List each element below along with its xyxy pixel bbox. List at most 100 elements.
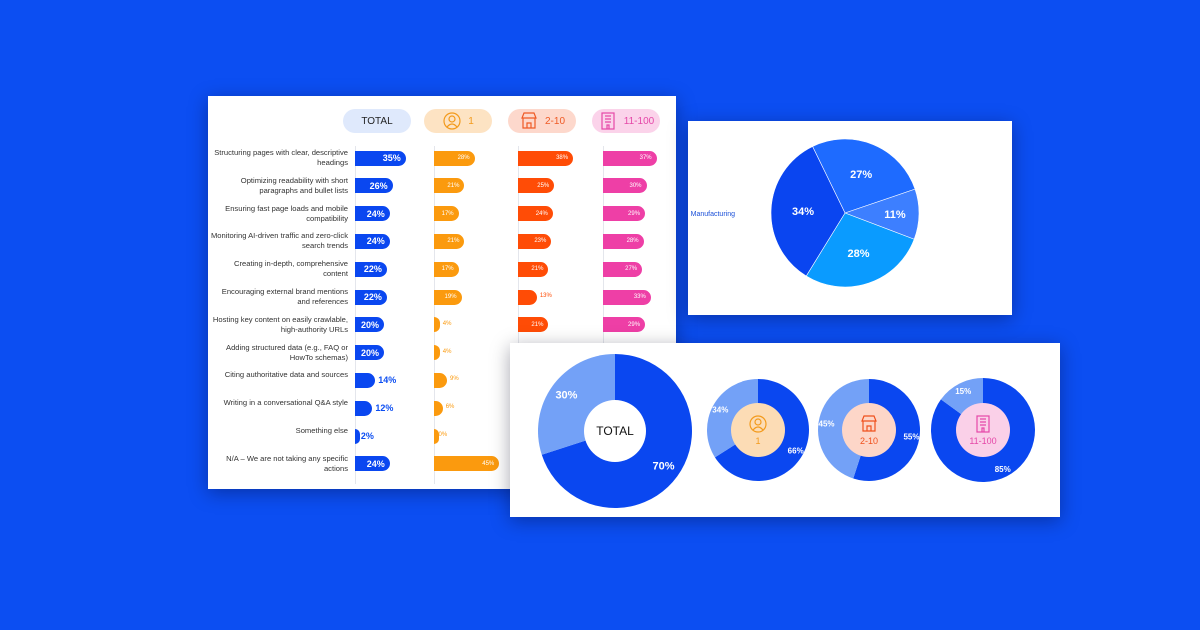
group-header-TOTAL: TOTAL [343,109,411,133]
bar-2-10-5 [518,289,537,305]
bar-11-100-3: 28% [603,233,644,249]
pie-slice-Professional Services [805,212,915,288]
donut-center [584,400,646,462]
bar-TOTAL-9 [355,400,373,416]
bar-1-8 [434,372,448,388]
data-label: 25% [537,182,550,189]
bar-TOTAL-10 [355,428,360,444]
donut-center [842,403,896,457]
category-label: Structuring pages with clear, descriptiv… [214,148,348,167]
category-label: Optimizing readability with short paragr… [240,175,348,195]
donut-value-label: 15% [955,387,971,396]
group-header-2-10: 2-10 [508,109,576,133]
data-label: 24% [366,236,385,247]
data-label: 29% [628,321,641,328]
data-label: 26% [369,180,388,191]
data-label: 24% [366,458,385,469]
category-label: Encouraging external brand mentions and … [221,287,348,306]
donut-value-label: 66% [788,447,804,456]
bar-TOTAL-2: 24% [355,206,390,222]
bar-1-2: 17% [434,206,459,222]
donut-2-10: 55% 45% 2-10 [818,379,920,481]
category-label: Hosting key content on easily crawlable,… [212,314,348,334]
data-label: 21% [531,266,544,273]
bar-2-10-2: 24% [518,206,553,222]
donut-TOTAL: 70% 30% TOTAL [538,354,692,508]
bar-11-100-5: 33% [603,289,651,305]
group-label: 2-10 [544,115,565,127]
data-label: 24% [366,208,385,219]
data-label: 0% [438,432,448,438]
donut-center-label: 11-100 [969,436,996,446]
data-label: 2% [360,431,374,441]
bar-2-10-4: 21% [518,261,549,277]
bar-TOTAL-5: 22% [355,289,387,305]
bar-2-10-1: 25% [518,178,555,194]
office-building-icon [976,415,990,433]
category-label: Writing in a conversational Q&A style [223,398,348,408]
data-label: 23% [534,238,547,245]
group-label: TOTAL [361,115,393,127]
person-icon [443,112,461,130]
data-label: 20% [360,347,379,358]
data-label: 21% [447,238,460,245]
data-label: 13% [539,293,552,299]
data-label: 17% [441,266,454,273]
donut-value-label: 45% [819,419,835,428]
axis-line [518,146,519,484]
bar-TOTAL-11: 24% [355,456,390,472]
axis-line [603,146,604,484]
donut-value-label: 70% [653,460,675,472]
bar-TOTAL-6: 20% [355,317,384,333]
bar-2-10-3: 23% [518,233,552,249]
bar-TOTAL-8 [355,372,376,388]
data-label: 14% [378,375,397,386]
office-building-icon [601,112,615,130]
storefront-icon [861,415,877,432]
bar-1-6 [434,317,440,333]
data-label: 21% [531,321,544,328]
data-label: 28% [457,155,470,161]
bar-1-5: 19% [434,289,462,305]
data-label: 27% [625,266,638,273]
category-label: Creating in-depth, comprehensive content [234,259,348,279]
donut-center-label: TOTAL [596,424,634,438]
donut-value-label: 55% [903,433,919,442]
data-label: 33% [633,294,646,300]
data-label: 22% [363,292,382,302]
bar-2-10-6: 21% [518,317,549,333]
category-label: Something else [295,426,348,435]
bar-11-100-1: 30% [603,178,647,194]
bar-TOTAL-4: 22% [355,261,387,277]
bar-1-0: 28% [434,150,475,166]
donut-center [731,403,785,457]
donut-center-label: 2-10 [860,436,878,446]
slice-value-label: 11% [884,209,906,221]
bar-TOTAL-3: 24% [355,233,390,249]
bar-1-9 [434,400,443,416]
donut-charts: 70% 30% TOTAL 66% 34% 1 55% 45% 2-10 85% 15% 11-100 [538,354,1035,508]
slice-value-label: 34% [792,206,814,218]
data-label: 28% [626,238,639,245]
slice-category-label: Manufacturing [691,211,735,218]
data-label: 22% [363,264,382,275]
group-header-11-100: 11-100 [592,109,660,133]
data-label: 19% [444,294,457,300]
data-label: 20% [360,319,379,330]
industry-pie-chart: 27%Retail/Wholesale11%Personal Services/… [691,138,1145,288]
pie-slice-Manufacturing [770,146,846,277]
axis-line [355,146,356,484]
category-label: Ensuring fast page loads and mobile comp… [225,203,348,223]
data-label: 6% [445,404,455,411]
group-label: 1 [468,115,474,127]
data-label: 37% [639,155,652,161]
data-label: 9% [450,376,459,383]
slice-value-label: 27% [850,169,872,181]
donut-value-label: 34% [712,405,728,414]
slice-value-label: 28% [848,248,870,260]
bar-11-100-4: 27% [603,261,643,277]
data-label: 30% [629,182,642,189]
bar-1-7 [434,345,440,361]
bar-11-100-6: 29% [603,317,646,333]
bar-2-10-0: 38% [518,150,574,166]
